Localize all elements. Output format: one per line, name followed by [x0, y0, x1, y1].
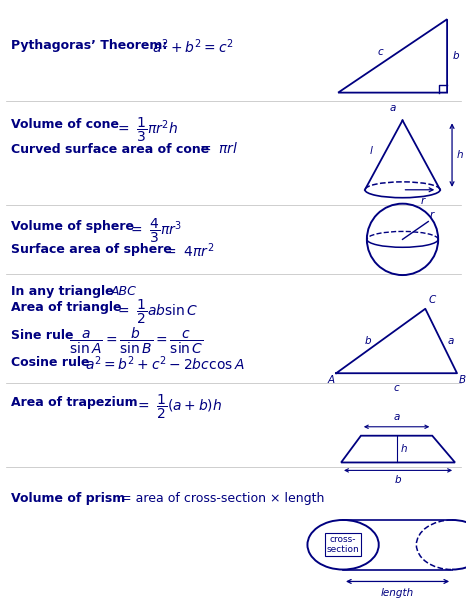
Text: $=\ \dfrac{1}{3}\pi r^2h$: $=\ \dfrac{1}{3}\pi r^2h$ — [115, 116, 179, 144]
Text: Area of triangle: Area of triangle — [11, 301, 122, 314]
Text: Surface area of sphere: Surface area of sphere — [11, 243, 172, 256]
Text: r: r — [429, 209, 433, 220]
Text: Cosine rule: Cosine rule — [11, 356, 98, 370]
Text: Area of trapezium: Area of trapezium — [11, 396, 138, 409]
Text: Sine rule: Sine rule — [11, 329, 87, 341]
Text: Volume of sphere: Volume of sphere — [11, 220, 134, 232]
Text: = area of cross-section × length: = area of cross-section × length — [121, 492, 325, 505]
Text: A: A — [327, 375, 334, 385]
Text: Pythagoras’ Theorem:: Pythagoras’ Theorem: — [11, 39, 172, 52]
Text: $=\ \dfrac{1}{2}ab\sin C$: $=\ \dfrac{1}{2}ab\sin C$ — [115, 298, 198, 326]
Text: h: h — [457, 150, 464, 160]
Text: $=\ \dfrac{4}{3}\pi r^3$: $=\ \dfrac{4}{3}\pi r^3$ — [128, 217, 182, 245]
Text: Volume of prism: Volume of prism — [11, 492, 126, 505]
Text: l: l — [370, 146, 373, 156]
Text: ABC: ABC — [110, 285, 136, 298]
Text: a: a — [389, 102, 396, 113]
Text: $a^2+b^2=c^2$: $a^2+b^2=c^2$ — [152, 37, 234, 56]
Text: length: length — [381, 588, 414, 598]
Text: cross-
section: cross- section — [327, 535, 359, 554]
Text: h: h — [401, 444, 407, 454]
Text: B: B — [459, 375, 466, 385]
Text: r: r — [420, 196, 424, 206]
Text: a: a — [447, 336, 454, 346]
Text: b: b — [364, 336, 371, 346]
Text: c: c — [393, 383, 400, 393]
Text: $\dfrac{a}{\sin A}=\dfrac{b}{\sin B}=\dfrac{c}{\sin C}$: $\dfrac{a}{\sin A}=\dfrac{b}{\sin B}=\df… — [69, 326, 204, 356]
Text: $=\ \pi rl$: $=\ \pi rl$ — [197, 141, 239, 156]
Text: c: c — [378, 47, 384, 57]
Text: $=\ \dfrac{1}{2}(a+b)h$: $=\ \dfrac{1}{2}(a+b)h$ — [135, 393, 222, 421]
Text: $a^2=b^2+c^2-2bc\cos A$: $a^2=b^2+c^2-2bc\cos A$ — [84, 355, 244, 373]
Text: Curved surface area of cone: Curved surface area of cone — [11, 143, 210, 156]
Text: C: C — [428, 295, 436, 305]
Text: Volume of cone: Volume of cone — [11, 119, 119, 131]
Text: b: b — [395, 476, 401, 485]
Text: b: b — [453, 51, 460, 61]
Text: In any triangle: In any triangle — [11, 285, 118, 298]
Text: $=\ 4\pi r^2$: $=\ 4\pi r^2$ — [162, 241, 214, 260]
Text: a: a — [393, 412, 400, 422]
